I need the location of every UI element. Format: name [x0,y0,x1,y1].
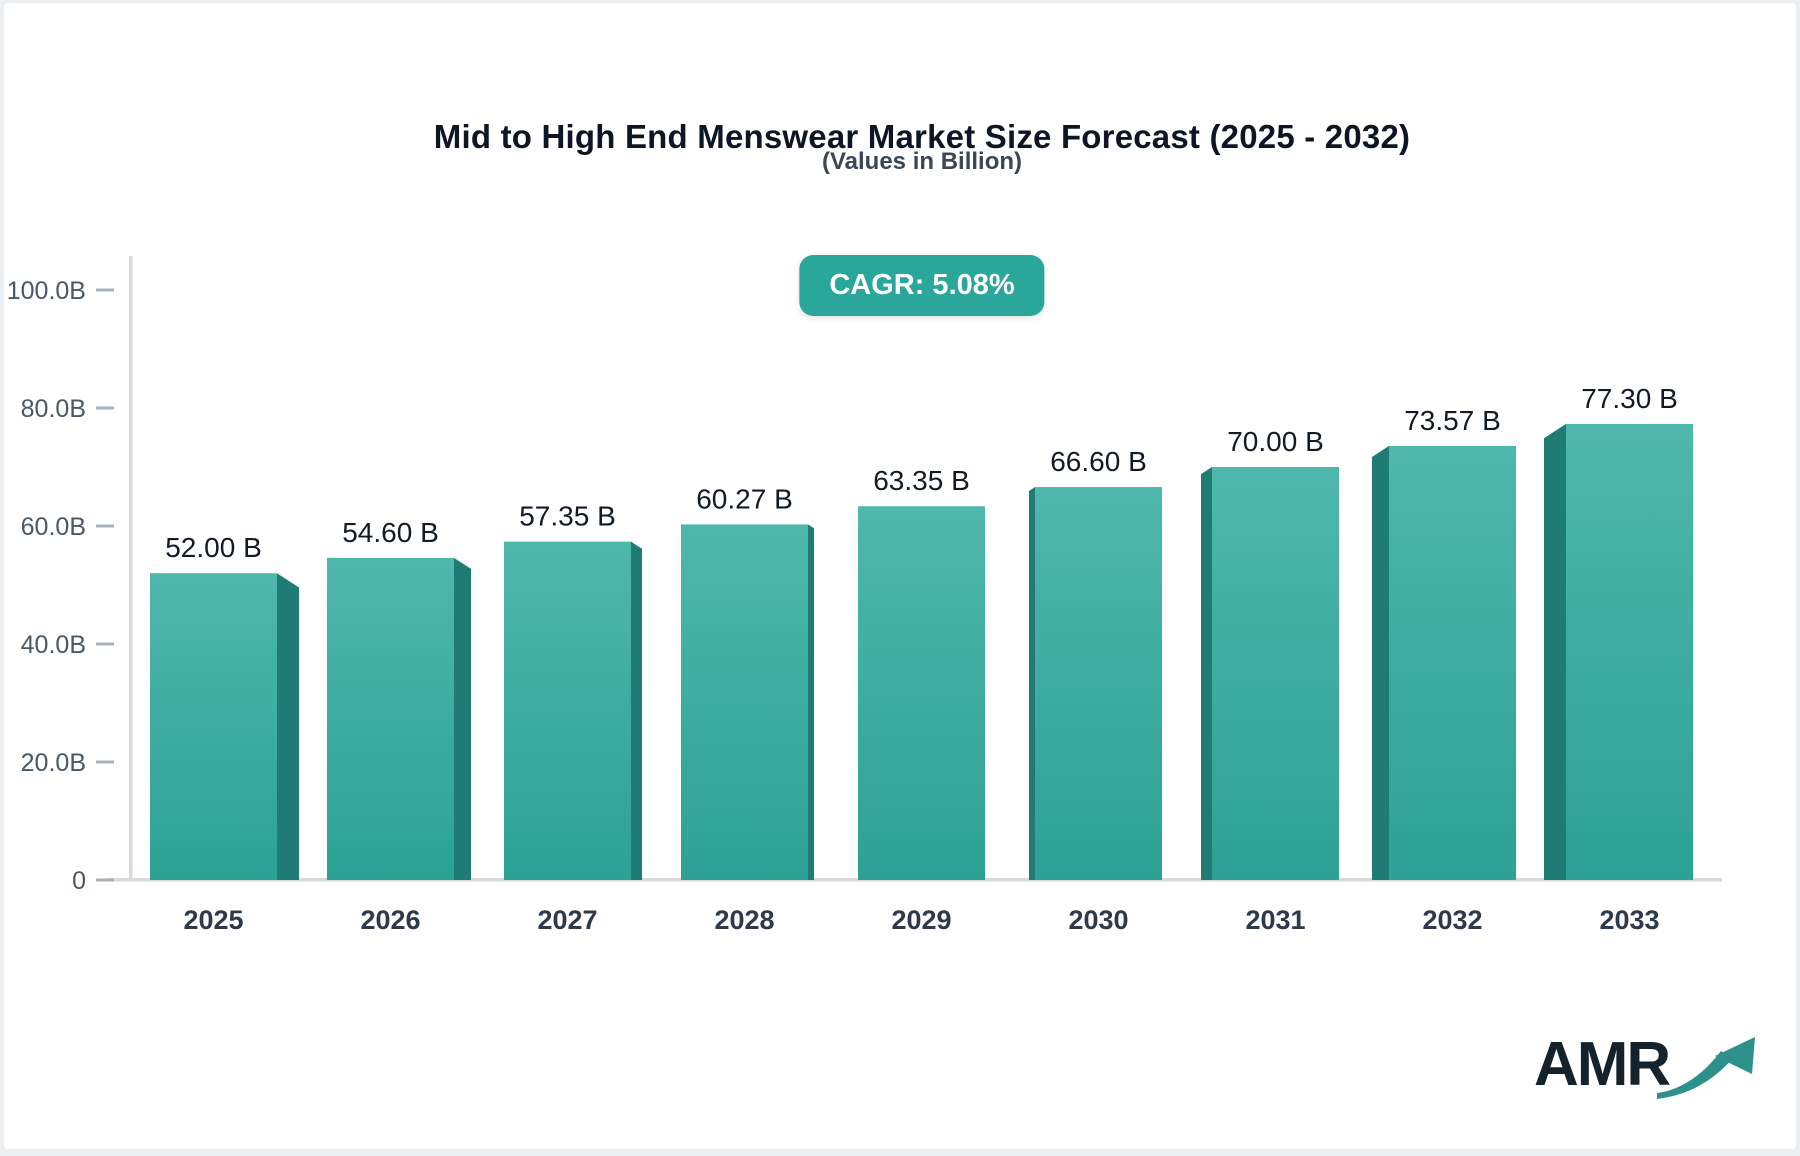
bar-value-label: 60.27 B [696,483,793,514]
x-tick-label: 2027 [537,905,597,935]
bar-value-label: 63.35 B [873,465,970,496]
y-tick [96,406,114,410]
bar-value-label: 70.00 B [1227,426,1324,457]
growth-arrow-icon [1657,1037,1756,1099]
bar-face [150,573,277,880]
bar-side [1029,487,1035,880]
y-tick-label: 0 [72,867,86,895]
x-tick-label: 2025 [183,905,243,935]
x-tick-label: 2030 [1068,905,1128,935]
y-tick-label: 100.0B [7,277,86,305]
bar-side [1372,445,1389,880]
bar-group-2025: 52.00 B 2025 [150,532,299,935]
bar-group-2029: 63.35 B 2029 [858,465,985,935]
x-tick-label: 2029 [891,905,951,935]
x-tick-label: 2026 [360,905,420,935]
bar-value-label: 77.30 B [1581,383,1678,414]
bar-group-2028: 60.27 B 2028 [681,483,814,935]
bar-face [1212,467,1339,880]
bar-face [858,506,985,880]
y-tick [96,642,114,646]
bar-value-label: 73.57 B [1404,405,1501,436]
chart-subtitle: (Values in Billion) [821,148,1023,175]
cagr-badge-label: CAGR: 5.08% [829,269,1015,301]
bar-group-2031: 70.00 B 2031 [1201,426,1339,935]
bar-value-label: 52.00 B [165,532,262,563]
bar-value-label: 66.60 B [1050,446,1147,477]
bar-side [1201,467,1212,880]
bar-group-2026: 54.60 B 2026 [327,517,471,935]
bar-face [327,557,454,880]
amr-logo: AMR [1534,1034,1763,1104]
bar-side [277,573,299,880]
y-tick [96,878,114,882]
bar-group-2030: 66.60 B 2030 [1029,446,1162,935]
y-tick-label: 60.0B [21,513,86,541]
x-tick-label: 2032 [1422,905,1482,935]
y-tick-label: 20.0B [21,749,86,777]
bar-group-2027: 57.35 B 2027 [504,501,642,935]
bar-face [1035,487,1162,880]
y-tick [96,288,114,292]
y-tick [96,760,114,764]
bar-value-label: 54.60 B [342,517,439,548]
y-tick [96,524,114,528]
y-tick-label: 40.0B [21,631,86,659]
amr-logo-text: AMR [1534,1030,1671,1099]
bar-side [454,557,471,880]
y-axis-line [129,256,133,880]
bar-value-label: 57.35 B [519,501,616,532]
bar-group-2032: 73.57 B 2032 [1372,405,1516,935]
bar-face [1389,445,1516,880]
bar-face [504,541,631,880]
bar-side [808,524,814,880]
bar-side [631,541,642,880]
x-tick-label: 2033 [1599,905,1659,935]
x-tick-label: 2028 [714,905,774,935]
bar-group-2033: 77.30 B 2033 [1544,383,1693,935]
y-tick-label: 80.0B [21,395,86,423]
chart-title: Mid to High End Menswear Market Size For… [433,118,1411,156]
bar-side [1544,423,1566,880]
bar-face [1566,423,1693,880]
x-tick-label: 2031 [1245,905,1305,935]
cagr-badge: CAGR: 5.08% [799,255,1045,316]
bar-face [681,524,808,880]
